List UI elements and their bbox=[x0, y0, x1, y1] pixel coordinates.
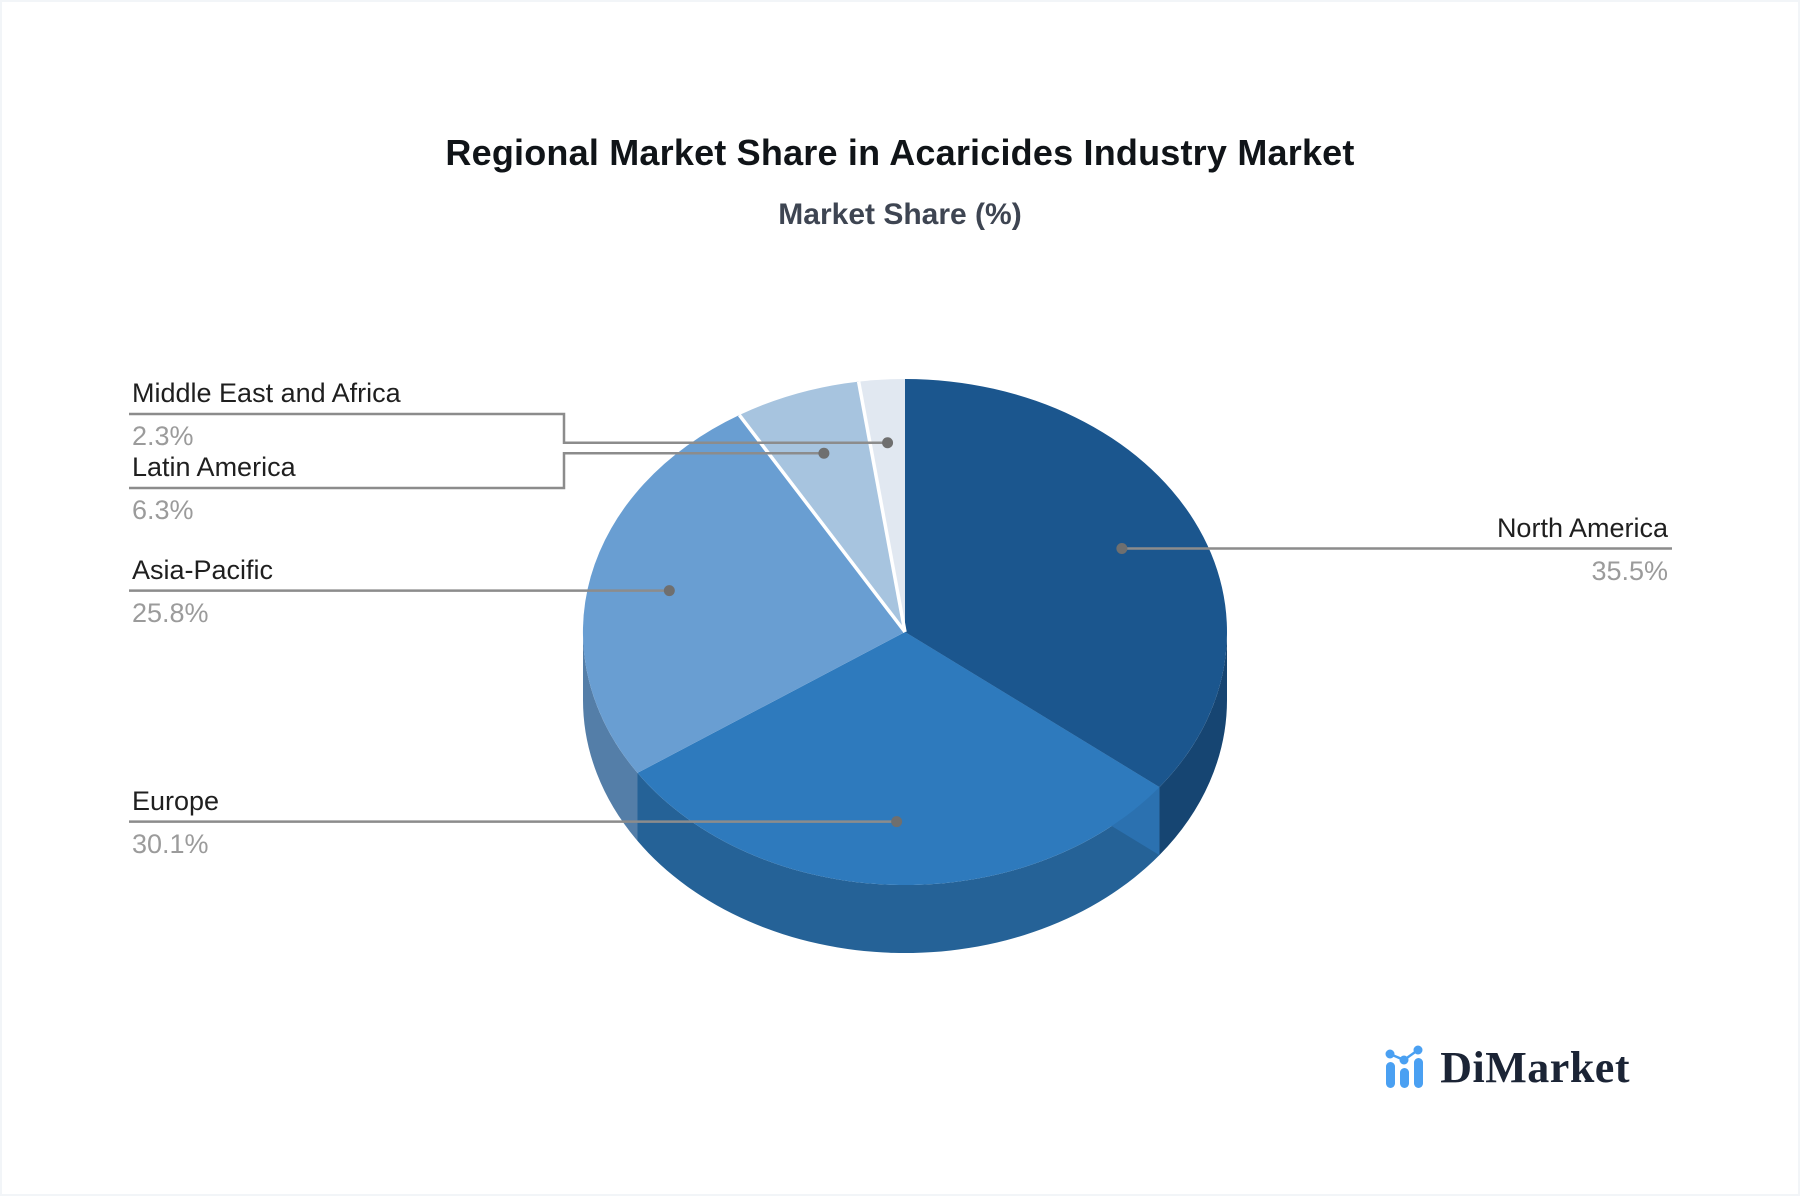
bar-chart-logo-icon bbox=[1385, 1045, 1424, 1088]
dimarket-logo: DiMarket bbox=[1384, 1042, 1630, 1093]
slice-label-latin-america: Latin America bbox=[132, 452, 296, 482]
slice-label-asia-pacific: Asia-Pacific bbox=[132, 554, 274, 585]
slice-pct-asia-pacific: 25.8% bbox=[132, 597, 209, 628]
slice-pct-europe: 30.1% bbox=[132, 828, 209, 859]
slice-pct-latin-america: 6.3% bbox=[132, 495, 194, 525]
slice-label-middle-east-and-africa: Middle East and Africa bbox=[132, 378, 401, 408]
chart-title: Regional Market Share in Acaricides Indu… bbox=[445, 132, 1355, 173]
slice-label-europe: Europe bbox=[132, 785, 220, 816]
logo-text: DiMarket bbox=[1440, 1043, 1630, 1092]
slice-label-north-america: North America bbox=[1496, 512, 1668, 543]
slice-pct-middle-east-and-africa: 2.3% bbox=[132, 421, 194, 451]
chart-subtitle: Market Share (%) bbox=[778, 198, 1022, 231]
slice-pct-north-america: 35.5% bbox=[1591, 555, 1668, 586]
